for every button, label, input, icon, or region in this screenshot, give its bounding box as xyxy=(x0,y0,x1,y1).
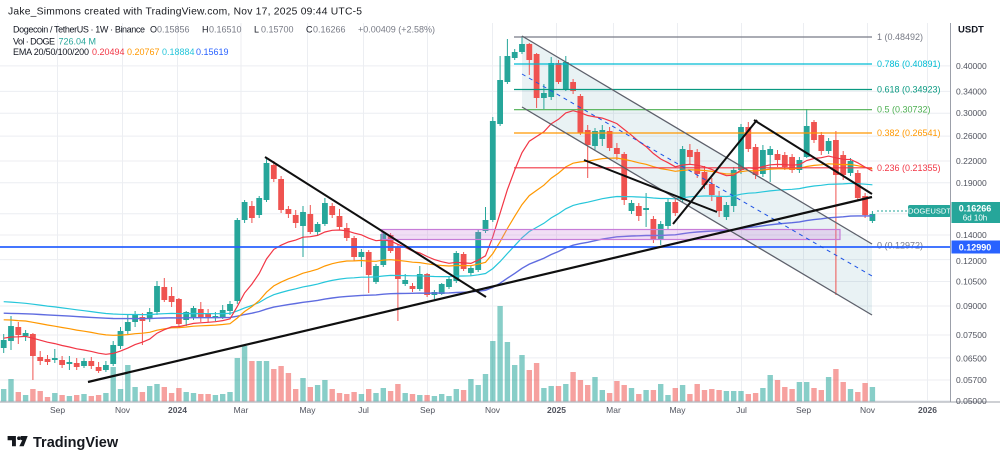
svg-text:TradingView: TradingView xyxy=(33,435,119,451)
svg-text:Jul: Jul xyxy=(358,405,369,415)
svg-text:0.15856: 0.15856 xyxy=(157,25,190,35)
svg-text:0.15619: 0.15619 xyxy=(196,47,229,57)
svg-text:0.05700: 0.05700 xyxy=(956,375,987,385)
svg-text:0.10500: 0.10500 xyxy=(956,277,987,287)
svg-text:0.18884: 0.18884 xyxy=(162,47,195,57)
svg-text:Dogecoin / TetherUS · 1W · Bin: Dogecoin / TetherUS · 1W · Binance xyxy=(13,25,145,35)
svg-text:+0.00409 (+2.58%): +0.00409 (+2.58%) xyxy=(358,25,435,35)
svg-text:0.618 (0.34923): 0.618 (0.34923) xyxy=(877,85,941,95)
svg-text:0.786 (0.40891): 0.786 (0.40891) xyxy=(877,59,941,69)
svg-text:2024: 2024 xyxy=(168,405,187,415)
svg-text:H: H xyxy=(202,25,209,35)
svg-text:Sep: Sep xyxy=(796,405,811,415)
svg-text:0.06500: 0.06500 xyxy=(956,354,987,364)
svg-text:0.12000: 0.12000 xyxy=(956,256,987,266)
svg-text:0.14000: 0.14000 xyxy=(956,230,987,240)
svg-text:0.07500: 0.07500 xyxy=(956,330,987,340)
svg-text:6d 10h: 6d 10h xyxy=(963,214,987,223)
svg-text:0 (0.12972): 0 (0.12972) xyxy=(877,241,923,251)
svg-text:O: O xyxy=(150,25,157,35)
svg-text:0.16510: 0.16510 xyxy=(209,25,242,35)
svg-text:0.22000: 0.22000 xyxy=(956,156,987,166)
svg-text:2025: 2025 xyxy=(547,405,566,415)
svg-text:0.16266: 0.16266 xyxy=(959,204,992,214)
svg-text:1 (0.48492): 1 (0.48492) xyxy=(877,32,923,42)
svg-text:0.5 (0.30732): 0.5 (0.30732) xyxy=(877,105,931,115)
svg-text:Nov: Nov xyxy=(115,405,131,415)
svg-text:Nov: Nov xyxy=(860,405,876,415)
svg-text:0.30000: 0.30000 xyxy=(956,108,987,118)
svg-text:USDT: USDT xyxy=(958,25,984,36)
svg-text:726.04 M: 726.04 M xyxy=(59,37,97,47)
svg-text:0.15700: 0.15700 xyxy=(261,25,294,35)
svg-text:0.236 (0.21355): 0.236 (0.21355) xyxy=(877,163,941,173)
svg-text:0.09000: 0.09000 xyxy=(956,301,987,311)
svg-text:C: C xyxy=(306,25,313,35)
svg-text:EMA 20/50/100/200: EMA 20/50/100/200 xyxy=(13,47,89,57)
svg-text:DOGEUSDT: DOGEUSDT xyxy=(908,207,951,216)
svg-text:May: May xyxy=(669,405,686,415)
svg-text:0.20767: 0.20767 xyxy=(127,47,160,57)
svg-text:Mar: Mar xyxy=(606,405,621,415)
svg-text:0.12990: 0.12990 xyxy=(959,242,992,252)
svg-text:0.40000: 0.40000 xyxy=(956,61,987,71)
svg-text:0.19000: 0.19000 xyxy=(956,178,987,188)
svg-text:Jake_Simmons created with Trad: Jake_Simmons created with TradingView.co… xyxy=(8,7,362,18)
svg-text:0.26000: 0.26000 xyxy=(956,131,987,141)
svg-text:0.16266: 0.16266 xyxy=(313,25,346,35)
svg-text:Sep: Sep xyxy=(420,405,435,415)
svg-text:Mar: Mar xyxy=(234,405,249,415)
svg-text:Vol · DOGE: Vol · DOGE xyxy=(13,37,55,47)
svg-text:Sep: Sep xyxy=(50,405,65,415)
svg-text:May: May xyxy=(299,405,316,415)
svg-text:0.05000: 0.05000 xyxy=(956,396,987,406)
svg-text:L: L xyxy=(254,25,259,35)
svg-text:Nov: Nov xyxy=(485,405,501,415)
svg-text:Jul: Jul xyxy=(736,405,747,415)
svg-text:0.34000: 0.34000 xyxy=(956,86,987,96)
svg-text:2026: 2026 xyxy=(918,405,937,415)
svg-text:0.20494: 0.20494 xyxy=(92,47,125,57)
svg-text:0.382 (0.26541): 0.382 (0.26541) xyxy=(877,128,941,138)
